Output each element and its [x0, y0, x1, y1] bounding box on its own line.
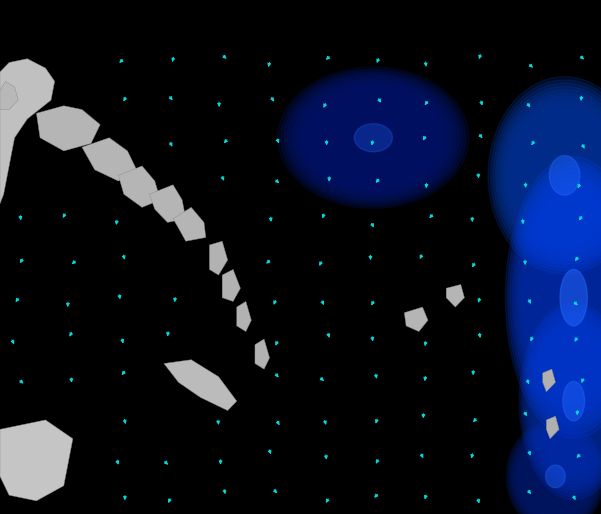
Text: Arrows show the wind wave direction: Arrows show the wind wave direction	[171, 27, 430, 41]
Polygon shape	[546, 416, 559, 439]
Polygon shape	[173, 207, 206, 241]
Polygon shape	[0, 420, 73, 501]
Polygon shape	[0, 81, 18, 109]
Ellipse shape	[493, 83, 601, 268]
Polygon shape	[82, 138, 136, 181]
Ellipse shape	[514, 175, 601, 420]
Ellipse shape	[506, 420, 601, 514]
Ellipse shape	[508, 422, 601, 514]
Polygon shape	[0, 59, 55, 204]
Ellipse shape	[510, 424, 601, 514]
Polygon shape	[164, 360, 237, 411]
Ellipse shape	[278, 67, 469, 208]
Ellipse shape	[287, 74, 459, 201]
Polygon shape	[37, 106, 100, 151]
Ellipse shape	[546, 465, 566, 488]
Ellipse shape	[354, 124, 392, 152]
Ellipse shape	[498, 90, 601, 261]
Polygon shape	[255, 339, 269, 369]
Polygon shape	[209, 241, 228, 275]
Ellipse shape	[281, 69, 466, 206]
Ellipse shape	[488, 77, 601, 274]
Ellipse shape	[512, 171, 601, 425]
Ellipse shape	[560, 269, 587, 326]
Polygon shape	[446, 284, 465, 307]
Ellipse shape	[530, 322, 601, 480]
Ellipse shape	[521, 306, 601, 497]
Ellipse shape	[513, 428, 598, 514]
Ellipse shape	[523, 309, 601, 493]
Ellipse shape	[504, 96, 601, 254]
Ellipse shape	[528, 319, 601, 484]
Ellipse shape	[505, 157, 601, 439]
Ellipse shape	[496, 86, 601, 264]
Ellipse shape	[563, 381, 585, 421]
Ellipse shape	[501, 93, 601, 258]
Ellipse shape	[519, 302, 601, 500]
Polygon shape	[149, 185, 186, 223]
Ellipse shape	[511, 426, 600, 514]
Ellipse shape	[519, 185, 601, 411]
Text: Secondary Swell energy on Friday 21 Mar at 5am +11: Secondary Swell energy on Friday 21 Mar …	[56, 5, 545, 23]
Ellipse shape	[514, 429, 596, 514]
Polygon shape	[237, 301, 251, 332]
Ellipse shape	[284, 72, 463, 204]
Ellipse shape	[290, 77, 456, 199]
Polygon shape	[222, 269, 240, 301]
Ellipse shape	[525, 312, 601, 490]
Polygon shape	[404, 307, 428, 332]
Polygon shape	[118, 166, 160, 207]
Ellipse shape	[517, 180, 601, 415]
Ellipse shape	[549, 156, 580, 195]
Ellipse shape	[508, 161, 601, 434]
Ellipse shape	[510, 166, 601, 429]
Ellipse shape	[526, 316, 601, 487]
Ellipse shape	[490, 80, 601, 271]
Polygon shape	[543, 369, 555, 392]
